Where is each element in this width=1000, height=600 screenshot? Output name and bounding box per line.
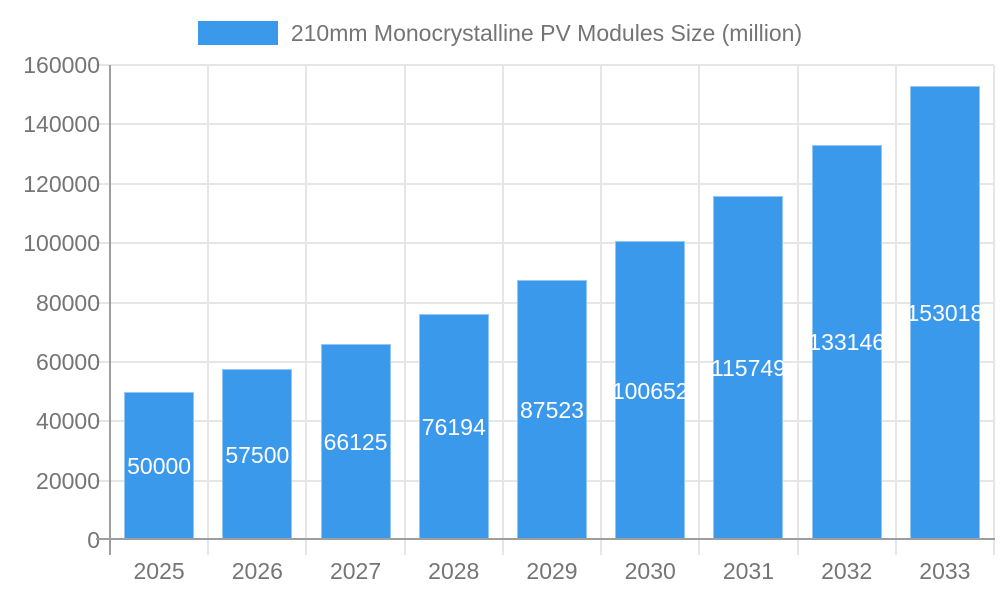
y-tick-label: 40000 [36,408,100,435]
y-gridline [110,242,994,245]
x-gridline [894,65,897,555]
x-gridline [600,65,603,555]
x-tick-label: 2027 [329,558,382,584]
x-tick-label: 2029 [526,558,578,584]
bar-2033[interactable] [909,85,980,540]
legend-label: 210mm Monocrystalline PV Modules Size (m… [290,19,803,46]
y-tick-label: 140000 [23,111,100,138]
legend-swatch [197,21,278,45]
y-gridline [110,182,994,185]
x-tick-label: 2028 [428,558,480,584]
y-axis-line [109,65,111,555]
bar-2027[interactable] [320,343,391,540]
x-tick-label: 2032 [821,558,873,584]
y-tick-label: 160000 [23,52,100,78]
bar-2032[interactable] [811,144,882,540]
x-tick-label: 2033 [919,558,971,584]
y-tick-mark [96,242,109,245]
x-gridline [501,65,504,555]
y-tick-mark [96,123,109,126]
x-axis-line [96,538,995,540]
y-tick-mark [96,360,109,363]
x-gridline [993,65,995,555]
bar-2025[interactable] [124,391,195,540]
y-tick-mark [96,64,109,66]
chart-legend[interactable]: 210mm Monocrystalline PV Modules Size (m… [0,19,1000,47]
x-gridline [796,65,799,555]
x-gridline [698,65,701,555]
x-tick-label: 2030 [624,558,676,584]
x-gridline [207,65,210,555]
bar-2030[interactable] [615,241,686,540]
x-tick-label: 2031 [722,558,775,584]
y-tick-mark [96,182,109,185]
x-gridline [403,65,406,555]
y-gridline [110,64,994,66]
y-tick-label: 100000 [23,230,100,257]
y-tick-label: 20000 [36,467,100,494]
y-tick-label: 0 [87,527,100,553]
y-tick-label: 120000 [23,170,100,197]
y-tick-mark [96,420,109,423]
plot-area: 50000 57500 66125 76194 87523 100652 115749 133… [96,64,995,555]
y-tick-label: 60000 [36,348,100,375]
bar-2028[interactable] [418,313,489,540]
y-gridline [110,123,994,126]
y-tick-mark [96,479,109,482]
bar-2031[interactable] [713,196,784,540]
x-tick-label: 2025 [133,558,185,584]
y-tick-label: 80000 [36,289,100,316]
bar-2026[interactable] [222,369,293,540]
x-gridline [305,65,308,555]
bar-2029[interactable] [517,280,587,540]
y-tick-mark [96,301,109,304]
x-tick-label: 2026 [231,558,283,584]
